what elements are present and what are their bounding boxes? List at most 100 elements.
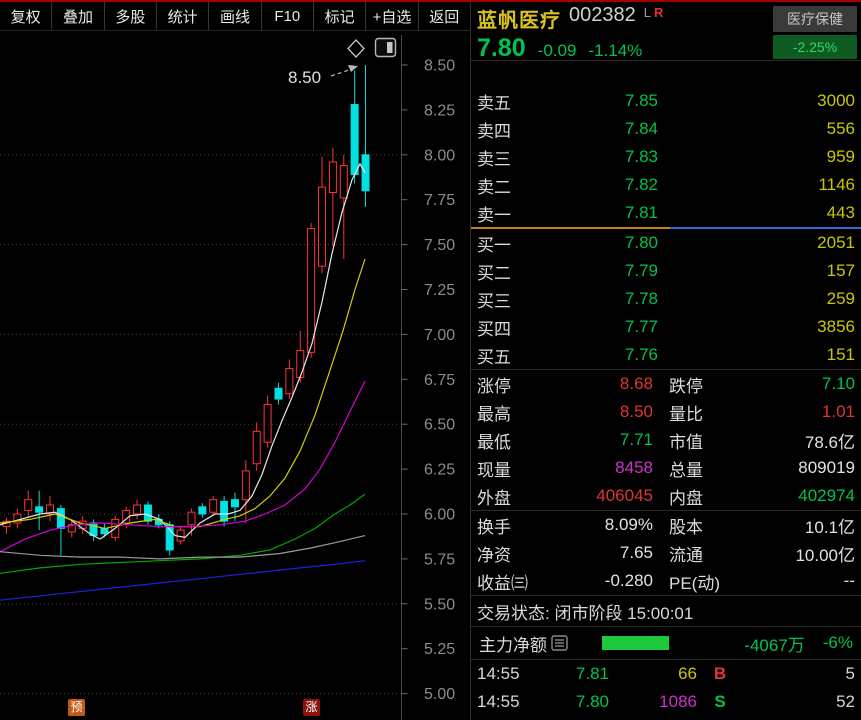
divider <box>471 595 861 596</box>
sell-order-row[interactable]: 卖四 7.84 556 <box>471 115 861 143</box>
industry-badge[interactable]: 医疗保健 -2.25% <box>773 6 857 59</box>
candle-body-up <box>209 499 218 513</box>
main-flow-pct: -6% <box>822 633 853 652</box>
list-icon[interactable] <box>551 635 568 651</box>
main-flow-row[interactable]: 主力净额 -4067万 -6% <box>471 627 861 659</box>
candle-body-down <box>198 506 207 515</box>
buy-order-row[interactable]: 买二 7.79 157 <box>471 257 861 285</box>
toolbar-button-9[interactable]: 返回 <box>429 8 460 26</box>
main-flow-value: -4067万 <box>744 635 805 655</box>
ma-line-ma10 <box>0 258 366 530</box>
tick-row[interactable]: 14:55 7.81 66 B 5 <box>471 660 861 688</box>
y-axis-label: 6.25 <box>424 462 455 479</box>
divider <box>471 659 861 660</box>
stat-value: -- <box>843 571 855 590</box>
stat-value: 7.65 <box>619 543 653 562</box>
order-qty: 3856 <box>817 317 855 336</box>
annotation-arrow-head <box>348 65 358 72</box>
sell-order-row[interactable]: 卖五 7.85 3000 <box>471 87 861 115</box>
stat-row: 最低 7.71 市值 78.6亿 <box>471 426 861 454</box>
candle-body-down <box>35 506 44 513</box>
y-axis-label: 8.25 <box>424 102 455 119</box>
buy-order-book: 买一 7.80 2051 买二 7.79 157 买三 7.78 259 买四 7.77 3856 买五… <box>471 229 861 369</box>
stat-value: 8458 <box>615 458 653 477</box>
stat-value: 402974 <box>798 486 855 505</box>
order-level-label: 买一 <box>477 235 511 255</box>
y-axis-label: 5.75 <box>424 551 455 568</box>
y-axis-label: 7.00 <box>424 327 455 344</box>
toolbar-button-8[interactable]: +自选 <box>366 2 419 30</box>
toolbar-button-6[interactable]: F10 <box>262 2 314 30</box>
event-marker-2[interactable]: 涨 <box>303 699 320 716</box>
stat-row: 换手 8.09% 股本 10.1亿 <box>471 511 861 539</box>
y-axis-label: 6.50 <box>424 417 455 434</box>
order-price: 7.79 <box>624 261 658 280</box>
candle-body-down <box>274 387 283 400</box>
candle-body-down <box>350 104 359 176</box>
order-qty: 443 <box>826 203 855 222</box>
candle-body-up <box>187 511 196 526</box>
stat-label: 涨停 <box>477 376 511 396</box>
stat-label: 收益㈢ <box>477 573 528 593</box>
candle-body-up <box>13 513 22 524</box>
divider <box>471 60 861 61</box>
order-qty: 259 <box>826 289 855 308</box>
high-annotation-label: 8.50 <box>288 68 321 87</box>
tick-side: S <box>714 692 726 711</box>
sell-order-row[interactable]: 卖三 7.83 959 <box>471 143 861 171</box>
tick-list[interactable]: 14:55 7.81 66 B 5 14:55 7.80 1086 S 52 <box>471 660 861 716</box>
last-price: 7.80 <box>477 34 526 62</box>
candle-body-down <box>220 500 229 522</box>
y-axis-label: 7.25 <box>424 282 455 299</box>
stat-label: 量比 <box>669 404 703 424</box>
order-level-label: 卖四 <box>477 121 511 141</box>
candle-body-up <box>328 161 337 194</box>
ma-line-ma120 <box>0 560 366 601</box>
tick-qty: 1086 <box>659 692 697 711</box>
event-marker-1[interactable]: 预 <box>68 699 85 716</box>
stat-label: 净资 <box>477 545 511 565</box>
candle-body-up <box>285 368 294 395</box>
y-axis-label: 7.50 <box>424 237 455 254</box>
y-axis-label: 7.75 <box>424 192 455 209</box>
y-axis-label: 5.00 <box>424 686 455 703</box>
stat-label: 外盘 <box>477 488 511 508</box>
kline-chart[interactable]: 8.50 8.25 8.00 7.75 7.50 7.25 7.00 6.75 6.50 6.25… <box>0 31 470 720</box>
divider <box>471 369 861 370</box>
price-row: 7.80 -0.09 -1.14% <box>477 34 855 63</box>
buy-order-row[interactable]: 买五 7.76 151 <box>471 341 861 369</box>
buy-order-row[interactable]: 买三 7.78 259 <box>471 285 861 313</box>
stat-label: 现量 <box>477 460 511 480</box>
stat-row: 最高 8.50 量比 1.01 <box>471 398 861 426</box>
candle-body-up <box>67 524 76 533</box>
sell-order-row[interactable]: 卖二 7.82 1146 <box>471 171 861 199</box>
buy-order-row[interactable]: 买四 7.77 3856 <box>471 313 861 341</box>
candle-body-up <box>111 518 120 538</box>
stat-value: 809019 <box>798 458 855 477</box>
stat-value: 7.10 <box>821 374 855 393</box>
y-axis-label: 8.50 <box>424 58 455 75</box>
toolbar-button-5[interactable]: 画线 <box>209 2 262 30</box>
toolbar-button-2[interactable]: 叠加 <box>52 2 105 30</box>
buy-order-row[interactable]: 买一 7.80 2051 <box>471 229 861 257</box>
tick-row[interactable]: 14:55 7.80 1086 S 52 <box>471 688 861 716</box>
toolbar: 复权 叠加 多股 统计 画线 F10 标记 +自选 返回 <box>0 2 470 31</box>
kline-chart-svg[interactable]: 8.50 8.25 8.00 7.75 7.50 7.25 7.00 6.75 6.50 6.25… <box>0 31 470 720</box>
order-level-label: 买四 <box>477 319 511 339</box>
top-red-line <box>0 0 861 2</box>
toolbar-button-3[interactable]: 多股 <box>105 2 157 30</box>
order-price: 7.78 <box>624 289 658 308</box>
toolbar-button-4[interactable]: 统计 <box>157 2 210 30</box>
candle-body-down <box>56 508 65 529</box>
sell-order-row[interactable]: 卖一 7.81 443 <box>471 199 861 227</box>
y-axis-label: 5.25 <box>424 641 455 658</box>
toolbar-button-7[interactable]: 标记 <box>314 2 367 30</box>
diamond-marker-icon[interactable] <box>347 39 365 58</box>
stat-value: 78.6亿 <box>804 432 855 452</box>
industry-name[interactable]: 医疗保健 <box>773 6 857 32</box>
stat-label: 市值 <box>669 432 703 452</box>
spacer <box>471 61 861 87</box>
toolbar-button-1[interactable]: 复权 <box>0 2 53 30</box>
ma-line-ma20 <box>0 380 366 553</box>
tick-qty: 66 <box>678 664 697 683</box>
